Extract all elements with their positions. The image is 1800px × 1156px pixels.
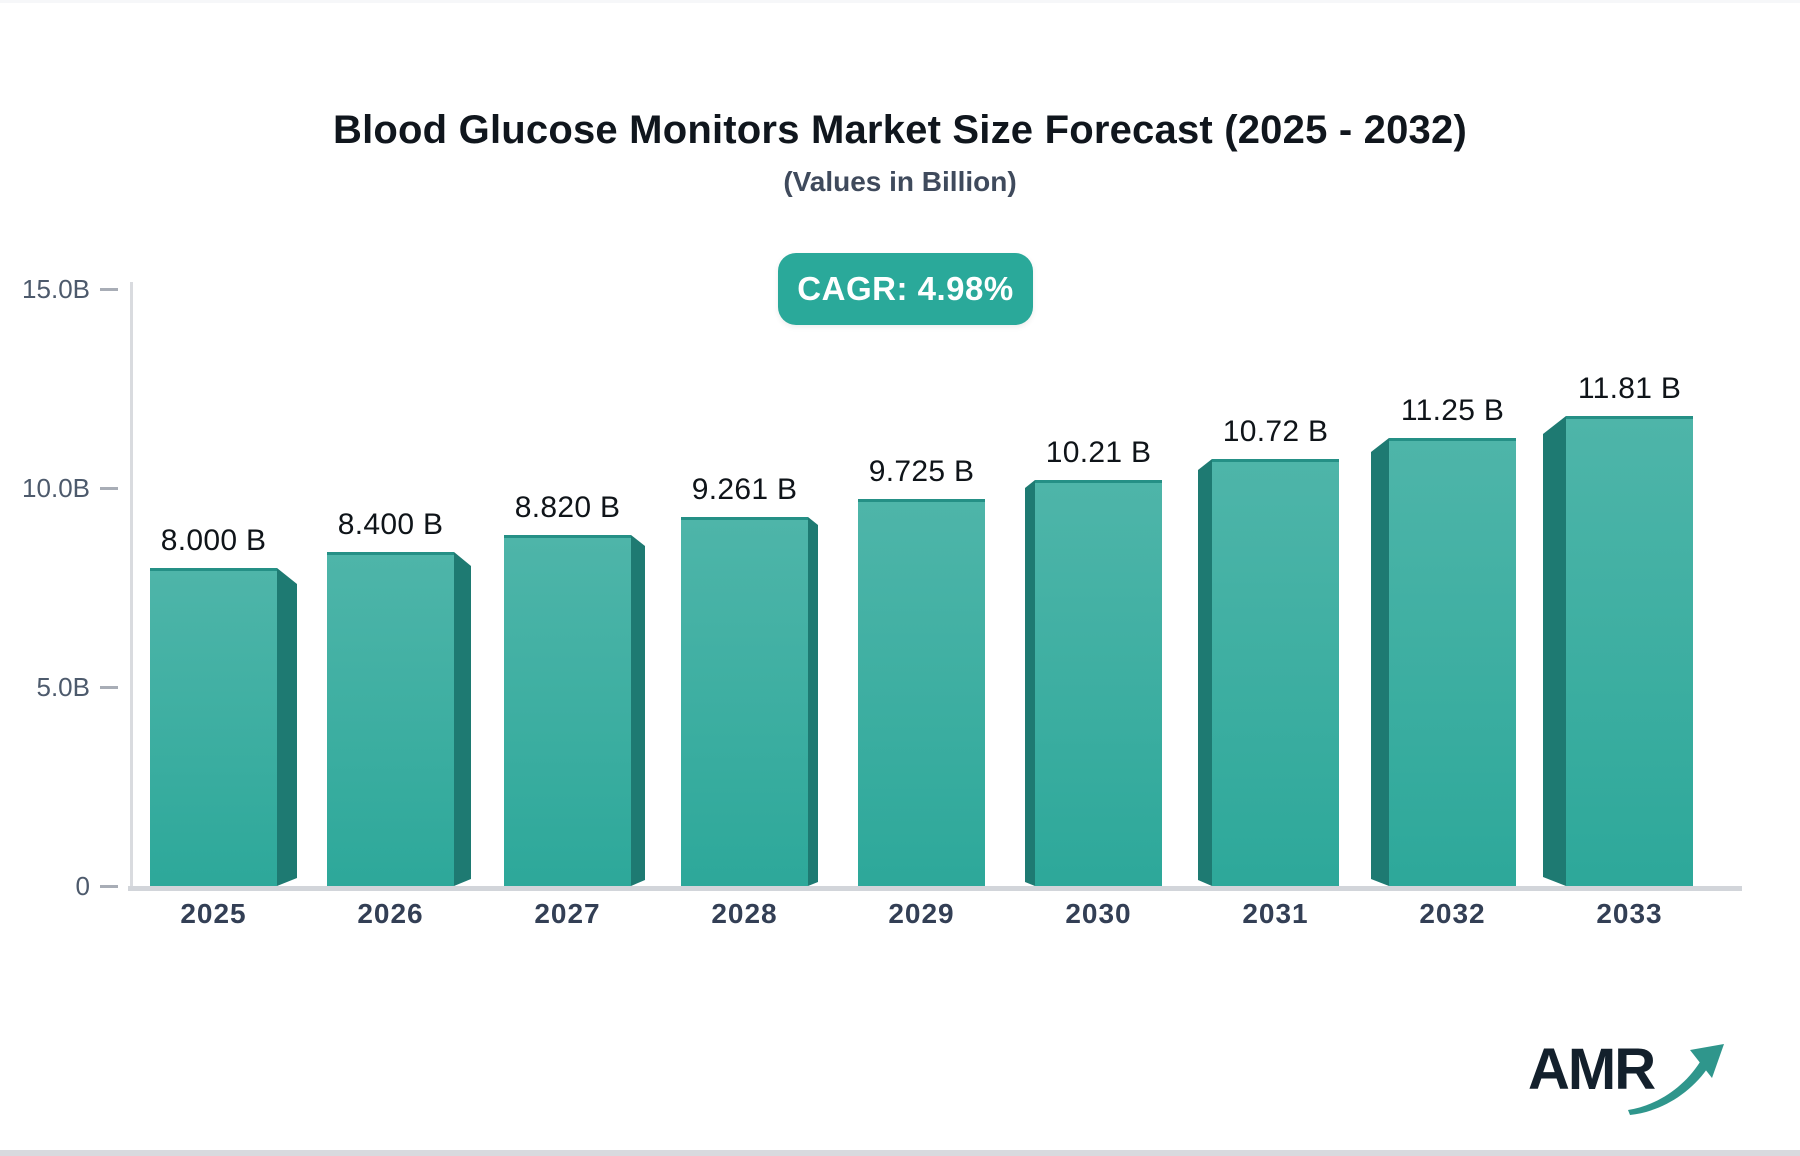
y-tick-mark: [100, 885, 118, 888]
bar-value-label-2032: 11.25 B: [1400, 394, 1505, 427]
bar-side-face: [1371, 438, 1389, 886]
bar-2028: [681, 517, 808, 886]
window-top-edge: [0, 0, 1800, 3]
bar-side-face: [1025, 480, 1035, 886]
y-tick-label: 10.0B: [22, 473, 90, 503]
growth-arrow-icon: [1628, 1044, 1724, 1115]
bar-2029: [858, 499, 985, 886]
cagr-badge: CAGR: 4.98%: [778, 253, 1033, 325]
bar-side-face: [808, 517, 818, 886]
y-tick-mark: [100, 487, 118, 490]
bar-value-label-2031: 10.72 B: [1222, 415, 1329, 448]
bar-2033: [1566, 416, 1693, 886]
bar-value-label-2033: 11.81 B: [1577, 372, 1682, 405]
bar-2032: [1389, 438, 1516, 886]
y-tick-mark: [100, 288, 118, 291]
window-bottom-edge: [0, 1150, 1800, 1156]
bar-value-label-2026: 8.400 B: [337, 508, 444, 541]
x-tick-label-2031: 2031: [1242, 898, 1309, 929]
bar-value-label-2027: 8.820 B: [514, 491, 621, 524]
bar-2026: [327, 552, 454, 886]
bar-side-face: [1198, 459, 1212, 886]
bar-value-label-2028: 9.261 B: [691, 473, 798, 506]
amr-logo: AMR: [1528, 1028, 1728, 1118]
x-tick-label-2030: 2030: [1065, 898, 1132, 929]
chart-subtitle: (Values in Billion): [783, 166, 1017, 197]
y-tick-label: 0: [75, 871, 90, 901]
bar-2025: [150, 568, 277, 886]
y-axis-line: [130, 282, 133, 890]
x-tick-label-2033: 2033: [1596, 898, 1663, 929]
x-axis-baseline: [128, 886, 1742, 891]
x-tick-label-2028: 2028: [711, 898, 778, 929]
bar-2030: [1035, 480, 1162, 886]
chart-title: Blood Glucose Monitors Market Size Forec…: [333, 108, 1467, 152]
x-tick-label-2027: 2027: [534, 898, 601, 929]
x-tick-label-2032: 2032: [1419, 898, 1486, 929]
bar-value-label-2029: 9.725 B: [868, 455, 975, 488]
bar-2027: [504, 535, 631, 886]
y-tick-label: 5.0B: [36, 672, 91, 702]
x-tick-label-2025: 2025: [180, 898, 247, 929]
bar-2031: [1212, 459, 1339, 886]
x-tick-label-2026: 2026: [357, 898, 424, 929]
amr-logo-text: AMR: [1528, 1037, 1656, 1102]
y-tick-label: 15.0B: [22, 274, 90, 304]
bar-side-face: [1543, 416, 1566, 886]
bar-side-face: [454, 552, 471, 886]
x-tick-label-2029: 2029: [888, 898, 955, 929]
bar-value-label-2025: 8.000 B: [160, 524, 267, 557]
bar-side-face: [631, 535, 645, 886]
bar-value-label-2030: 10.21 B: [1045, 436, 1152, 469]
bar-side-face: [277, 568, 297, 886]
y-tick-mark: [100, 686, 118, 689]
